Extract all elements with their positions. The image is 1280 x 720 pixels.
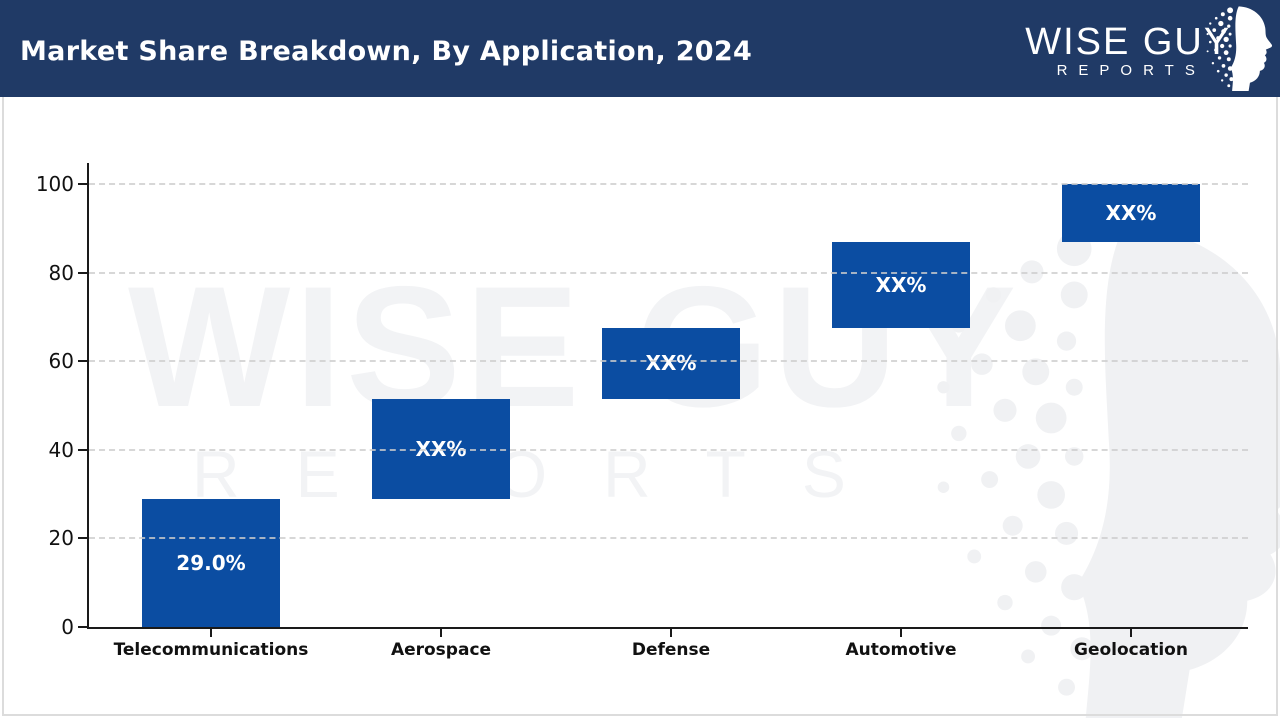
logo: WISE GUY REPORTS [1025,5,1274,91]
bar-value-label: XX% [415,436,467,461]
x-tick-label-2: Aerospace [390,640,492,660]
bar-value-label: XX% [1105,200,1157,225]
logo-text: WISE GUY REPORTS [1025,20,1232,80]
y-tick-label-20: 20 [48,526,74,551]
content-border [2,97,1278,716]
bar-geolocation: XX% [1062,184,1200,242]
y-tick-100 [78,183,88,185]
x-tick-3 [670,629,672,637]
y-tick-label-80: 80 [48,260,74,285]
chart-title: Market Share Breakdown, By Application, … [20,36,753,67]
x-tick-2 [440,629,442,637]
gridline-100 [89,183,1248,185]
bar-value-label: 29.0% [176,550,246,575]
x-tick-label-3: Defense [631,640,711,660]
x-tick-label-1: Telecommunications [113,640,309,660]
x-tick-label-4: Automotive [845,640,957,660]
header-banner: Market Share Breakdown, By Application, … [0,0,1280,97]
x-tick-label-5: Geolocation [1074,640,1188,660]
gridline-40 [89,448,1248,451]
logo-subtitle: REPORTS [1056,62,1206,80]
y-tick-80 [78,271,88,274]
bar-value-label: XX% [645,351,697,376]
y-tick-label-60: 60 [48,349,74,374]
y-tick-label-40: 40 [48,437,74,462]
y-tick-60 [78,360,88,363]
y-axis-line [87,163,89,629]
gridline-60 [89,360,1248,363]
logo-wordmark: WISE GUY [1025,20,1232,63]
gridline-20 [89,537,1248,540]
gridline-80 [89,271,1248,274]
x-tick-1 [210,629,212,637]
y-tick-20 [78,537,88,540]
x-tick-4 [900,629,902,637]
y-tick-40 [78,448,88,451]
bar-value-label: XX% [875,272,927,297]
x-axis-line [87,627,1248,629]
bar-defense: XX% [602,327,740,399]
x-tick-5 [1130,629,1132,637]
bar-telecommunications: 29.0% [142,498,280,627]
bar-automotive: XX% [832,241,970,328]
y-tick-0 [78,626,88,628]
y-tick-label-0: 0 [61,615,74,639]
bar-aerospace: XX% [372,398,510,499]
wiseguy-head-icon [1206,6,1273,91]
y-tick-label-100: 100 [35,172,74,196]
